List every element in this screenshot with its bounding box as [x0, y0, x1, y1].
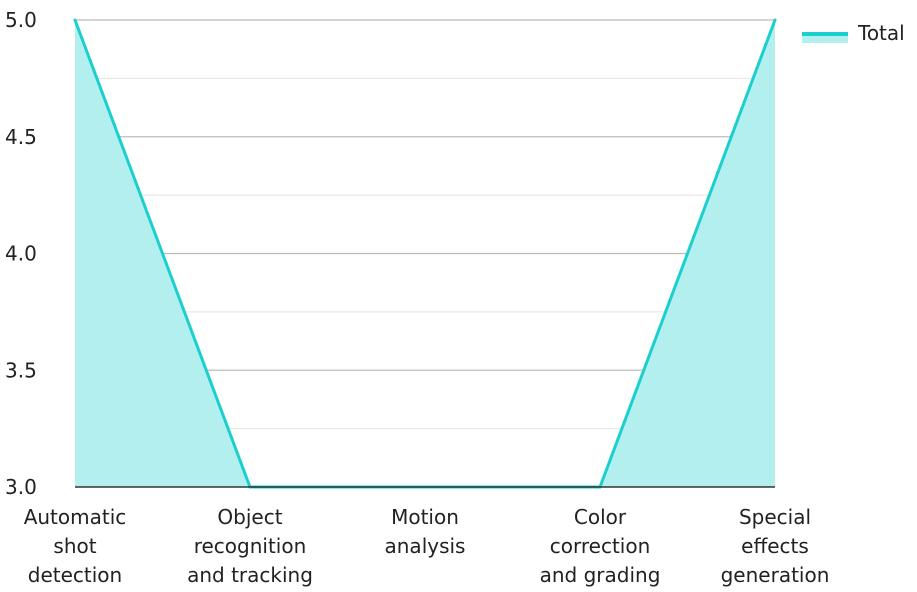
x-tick-label-line: effects	[741, 534, 809, 558]
x-tick-label-line: and grading	[540, 563, 661, 587]
x-tick-label: Special effects generation	[721, 505, 830, 587]
x-tick-label-line: Motion	[391, 505, 459, 529]
legend-label-total: Total	[857, 21, 905, 45]
x-tick-label-line: Object	[217, 505, 282, 529]
x-tick-label: Automatic shot detection	[24, 505, 127, 587]
x-tick-label: Object recognition and tracking	[187, 505, 313, 587]
x-tick-label-line: generation	[721, 563, 830, 587]
x-tick-label-line: Color	[574, 505, 627, 529]
y-tick-label: 4.5	[5, 125, 37, 149]
y-tick-label: 3.5	[5, 358, 37, 382]
x-tick-label-line: correction	[550, 534, 651, 558]
y-tick-label: 4.0	[5, 242, 37, 266]
x-tick-label-line: Automatic	[24, 505, 127, 529]
x-tick-label-line: shot	[53, 534, 96, 558]
x-tick-label-line: analysis	[385, 534, 466, 558]
x-tick-labels: Automatic shot detection Object recognition a…	[24, 505, 830, 587]
legend-swatch-total	[802, 33, 848, 43]
area-fill-total	[75, 20, 775, 487]
x-tick-label-line: Special	[739, 505, 811, 529]
y-tick-label: 5.0	[5, 8, 37, 32]
x-tick-label-line: detection	[28, 563, 122, 587]
x-tick-label-line: recognition	[194, 534, 307, 558]
y-tick-labels: 3.0 3.5 4.0 4.5 5.0	[5, 8, 37, 499]
y-tick-label: 3.0	[5, 475, 37, 499]
x-tick-label-line: and tracking	[187, 563, 313, 587]
data-point-0	[73, 18, 77, 22]
x-tick-label: Motion analysis	[385, 505, 466, 558]
data-point-4	[773, 18, 777, 22]
legend: Total	[802, 21, 905, 45]
x-tick-label: Color correction and grading	[540, 505, 661, 587]
